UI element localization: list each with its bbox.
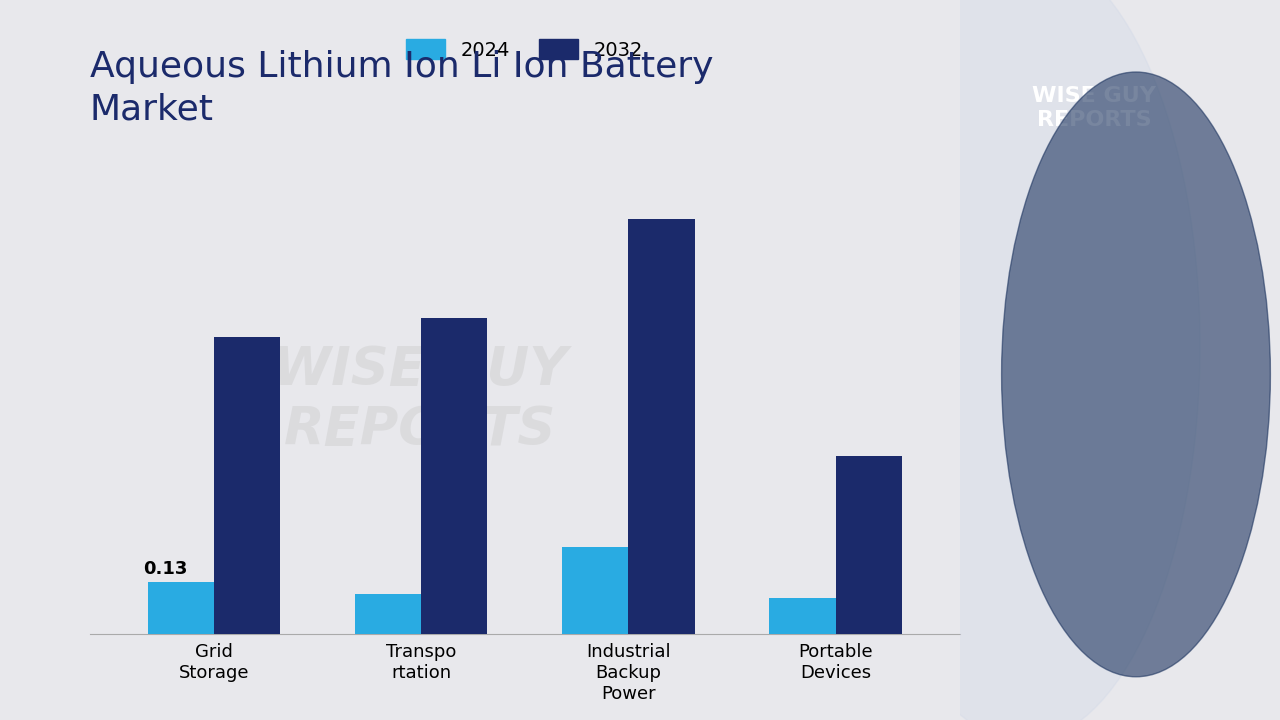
- Circle shape: [849, 0, 1201, 720]
- Text: WISE GUY
REPORTS: WISE GUY REPORTS: [273, 344, 567, 456]
- Legend: 2024, 2032: 2024, 2032: [398, 32, 652, 68]
- Text: Aqueous Lithium Ion Li Ion Battery
Market: Aqueous Lithium Ion Li Ion Battery Marke…: [90, 50, 713, 127]
- Bar: [562, 546, 628, 634]
- Bar: [628, 219, 695, 634]
- Text: 0.13: 0.13: [143, 560, 188, 578]
- Circle shape: [1002, 72, 1271, 677]
- Bar: [836, 456, 902, 634]
- Bar: [769, 598, 836, 634]
- Bar: [214, 338, 280, 634]
- Bar: [147, 582, 214, 634]
- Text: WISE GUY
REPORTS: WISE GUY REPORTS: [1033, 86, 1156, 130]
- Bar: [421, 318, 488, 634]
- Bar: [355, 594, 421, 634]
